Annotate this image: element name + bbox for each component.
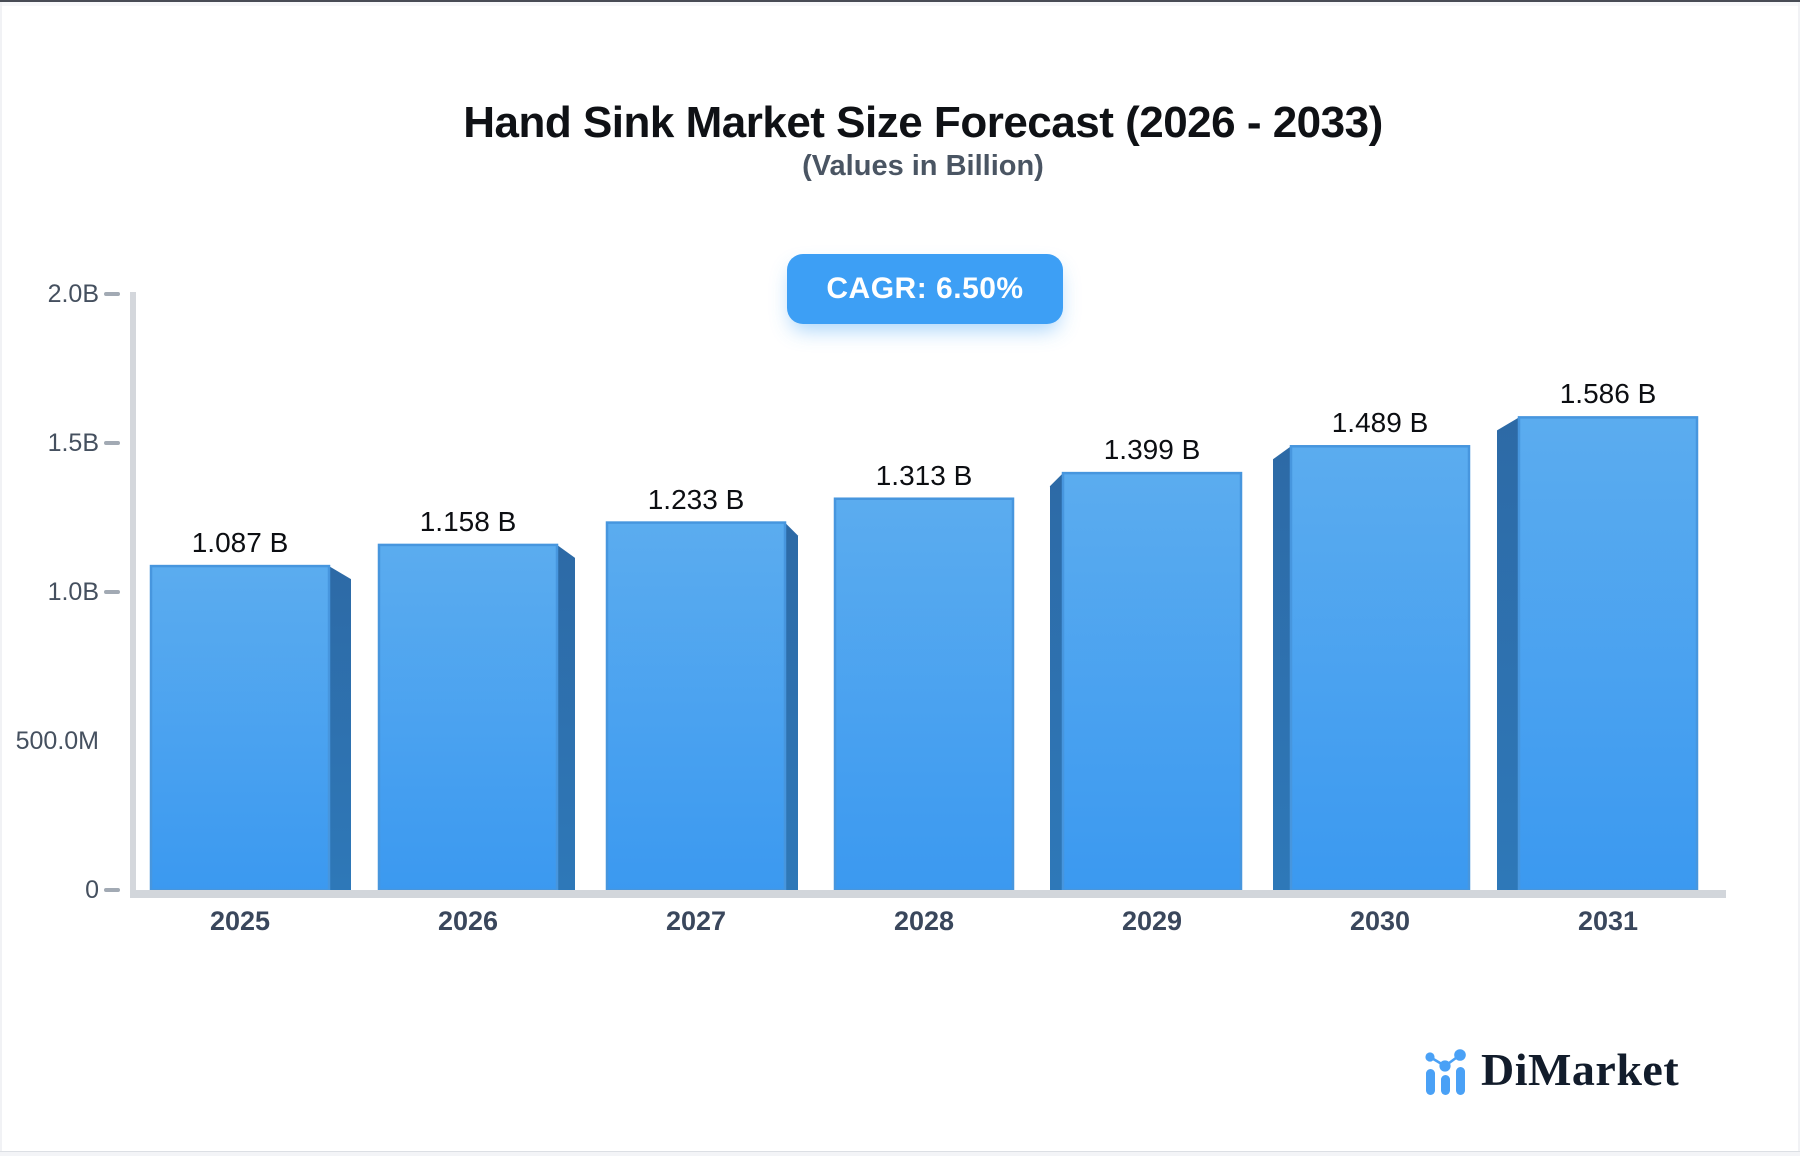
y-tick-label: 2.0B [47,280,99,308]
bar-side-2029 [1050,473,1063,890]
x-tick-label-2030: 2030 [1349,906,1411,936]
y-tick-dash [104,590,120,594]
bar-value-label-2031: 1.586 B [1559,378,1657,410]
bar-2031 [1517,416,1699,892]
bar-2025 [149,564,331,892]
left-edge [0,2,2,1156]
bar-value-label-2029: 1.399 B [1103,434,1201,466]
bottom-strip [0,1151,1800,1156]
y-tick-dash [104,292,120,296]
bar-2027 [605,521,787,892]
bar-value-label-2028: 1.313 B [875,459,973,491]
bar-side-2026 [557,544,575,890]
bar-2029 [1061,471,1243,892]
right-edge [1798,2,1800,1156]
x-tick-label-2028: 2028 [893,906,955,936]
bar-value-label-2027: 1.233 B [647,483,745,515]
chart-title: Hand Sink Market Size Forecast (2026 - 2… [463,98,1383,147]
bar-side-2031 [1497,417,1519,890]
bar-2028 [833,497,1015,892]
x-tick-label-2027: 2027 [665,906,727,936]
brand-name: DiMarket [1481,1044,1680,1095]
bar-2030 [1289,445,1471,892]
cagr-badge: CAGR: 6.50% [787,254,1063,324]
x-tick-label-2031: 2031 [1577,906,1639,936]
y-tick-label: 1.5B [47,429,99,457]
bar-value-label-2026: 1.158 B [419,505,517,537]
x-axis-line [130,890,1726,898]
y-tick-dash [104,441,120,445]
x-tick-label-2025: 2025 [209,906,271,936]
y-tick-label: 0 [85,876,99,904]
bar-value-label-2025: 1.087 B [191,527,289,559]
chart-subtitle: (Values in Billion) [802,150,1044,182]
brand-bar-chart-icon [1425,1049,1466,1095]
y-tick-dash [104,888,120,892]
y-axis-line [130,292,136,898]
bar-side-2027 [785,522,798,890]
x-tick-label-2029: 2029 [1121,906,1183,936]
y-tick-label: 500.0M [15,727,99,755]
y-tick-label: 1.0B [47,578,99,606]
top-strip [0,2,1800,6]
bar-side-2025 [329,566,351,890]
bar-2026 [377,543,559,892]
bar-value-label-2030: 1.489 B [1331,407,1429,439]
bar-side-2030 [1273,446,1291,890]
x-tick-label-2026: 2026 [437,906,499,936]
brand-logo[interactable]: DiMarket [1424,1042,1679,1102]
